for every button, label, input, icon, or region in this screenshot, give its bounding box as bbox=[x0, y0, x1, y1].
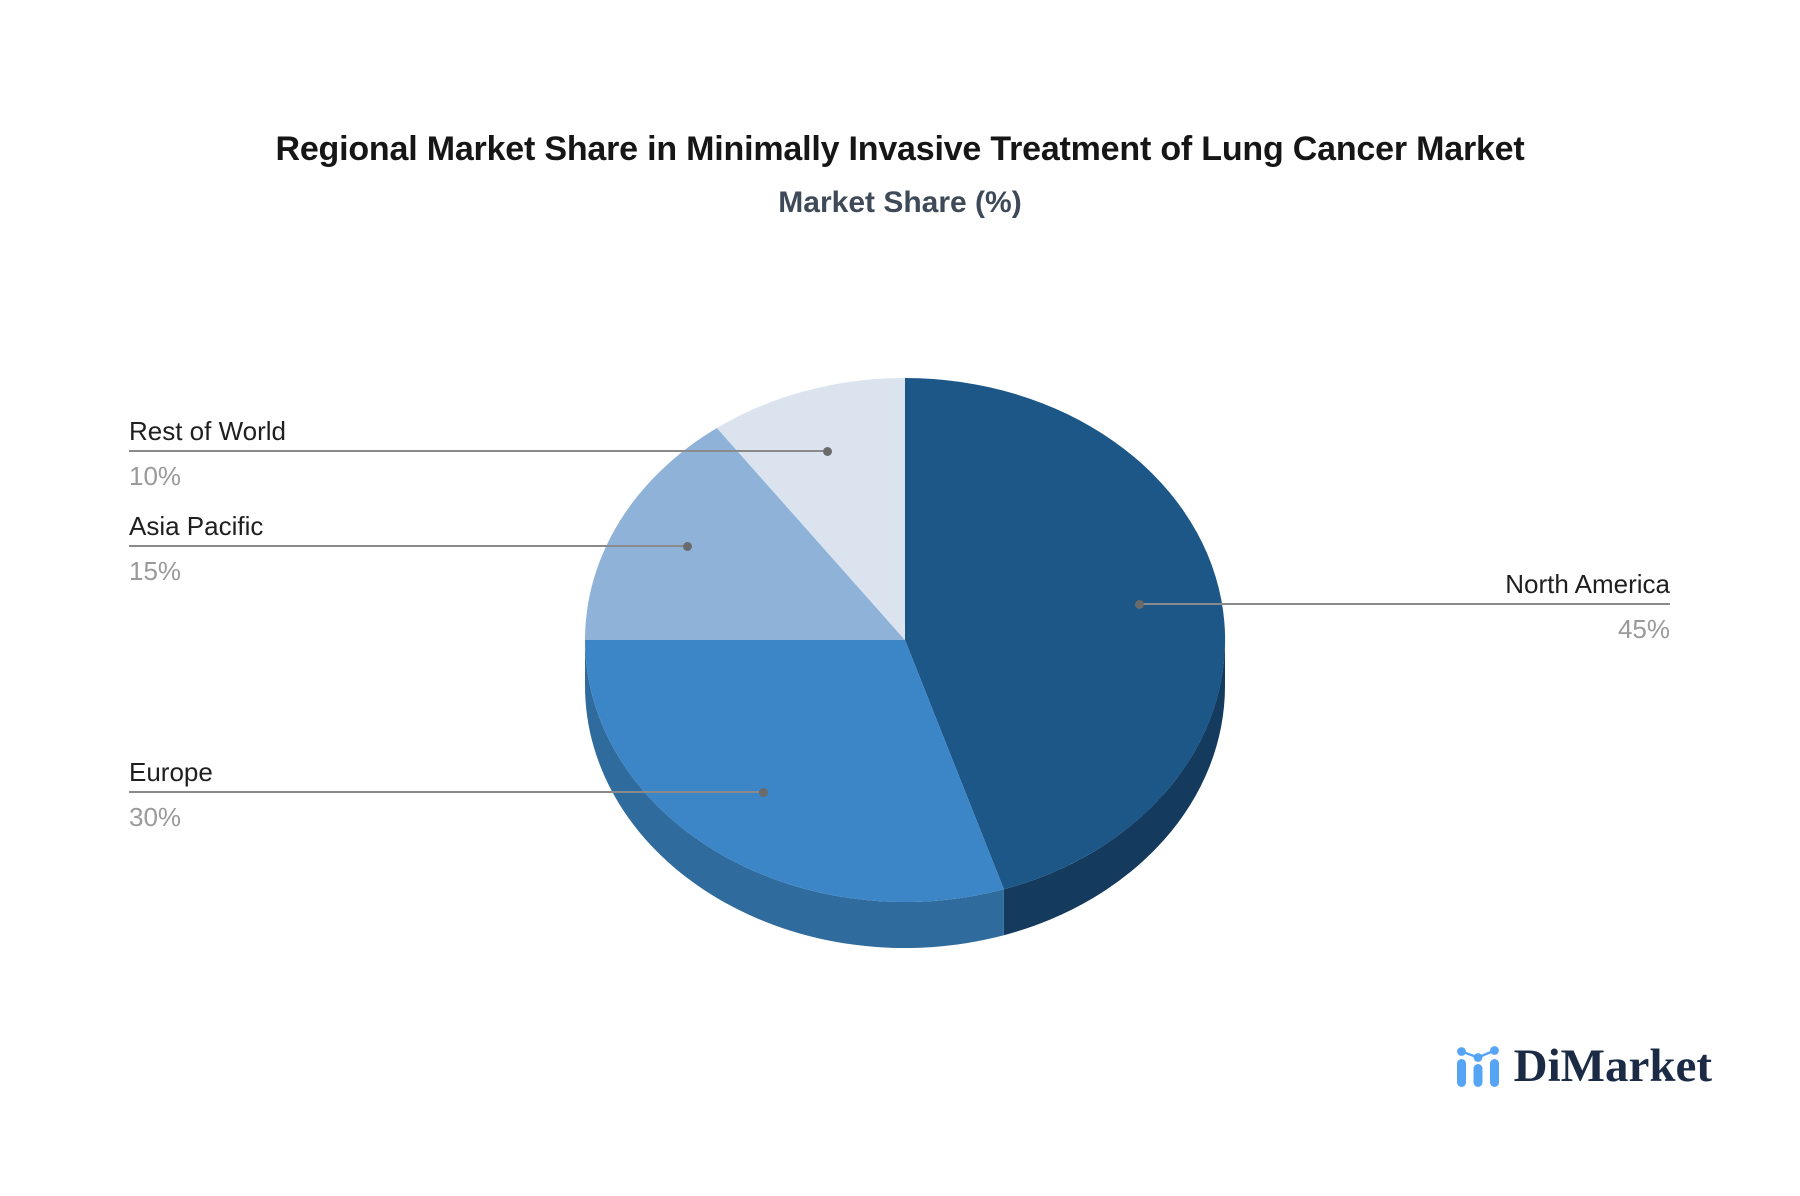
pie-slice-north-america[interactable] bbox=[905, 378, 1226, 890]
callout-label: North America bbox=[1505, 569, 1670, 599]
callout-leader-line bbox=[129, 545, 683, 547]
pie-slice-europe[interactable] bbox=[585, 640, 1004, 903]
pie-slice-rest-of-world[interactable] bbox=[716, 378, 905, 640]
callout-leader-line bbox=[129, 450, 823, 452]
dimarket-logo: DiMarket bbox=[1455, 1042, 1712, 1090]
bar-chart-logo-icon bbox=[1456, 1046, 1499, 1087]
pie-slice-north-america-depth bbox=[1003, 640, 1226, 936]
callout-label: Rest of World bbox=[129, 416, 287, 446]
callout-leader-line bbox=[129, 791, 759, 793]
callout-dot bbox=[759, 788, 768, 797]
pie-slice-europe-depth bbox=[584, 640, 1004, 949]
chart-title: Regional Market Share in Minimally Invas… bbox=[275, 130, 1525, 168]
logo-text: DiMarket bbox=[1513, 1040, 1712, 1092]
callout-value: 45% bbox=[1617, 614, 1670, 644]
callout-value: 10% bbox=[129, 461, 182, 491]
callout-dot bbox=[823, 447, 832, 456]
callout-dot bbox=[1135, 600, 1144, 609]
callout-label: Asia Pacific bbox=[129, 511, 264, 541]
pie-slice-asia-pacific[interactable] bbox=[584, 428, 905, 640]
callout-value: 15% bbox=[129, 556, 182, 586]
callout-value: 30% bbox=[129, 802, 182, 832]
callout-label: Europe bbox=[129, 757, 213, 787]
callout-leader-line bbox=[1139, 603, 1670, 605]
chart-subtitle: Market Share (%) bbox=[778, 186, 1022, 219]
callout-dot bbox=[683, 542, 692, 551]
